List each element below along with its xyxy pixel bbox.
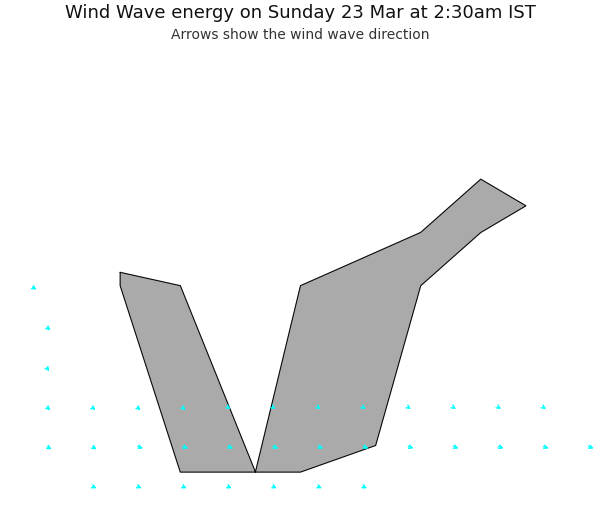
Polygon shape	[120, 179, 526, 472]
Text: Arrows show the wind wave direction: Arrows show the wind wave direction	[171, 28, 430, 41]
Text: Wind Wave energy on Sunday 23 Mar at 2:30am IST: Wind Wave energy on Sunday 23 Mar at 2:3…	[65, 4, 536, 22]
